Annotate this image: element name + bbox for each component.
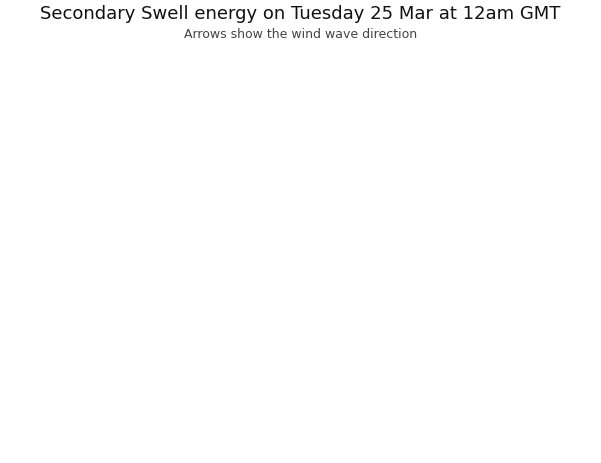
Text: Cartopy required for map rendering: Cartopy required for map rendering [152, 244, 449, 263]
Text: Secondary Swell energy on Tuesday 25 Mar at 12am GMT: Secondary Swell energy on Tuesday 25 Mar… [40, 5, 561, 23]
Text: Arrows show the wind wave direction: Arrows show the wind wave direction [184, 28, 417, 41]
